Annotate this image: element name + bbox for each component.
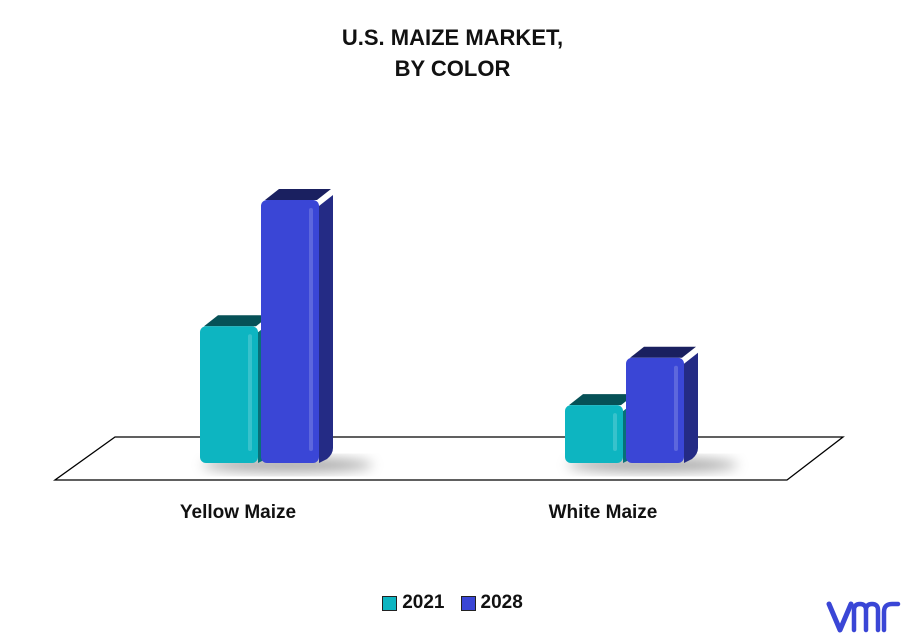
legend: 2021 2028 <box>0 592 905 614</box>
legend-swatch-2021 <box>382 595 398 611</box>
category-label-white-maize: White Maize <box>549 502 658 523</box>
chart-title-line-1: U.S. MAIZE MARKET, <box>341 25 564 50</box>
chart-title: U.S. MAIZE MARKET, BY COLOR <box>0 22 905 84</box>
legend-item-2021: 2021 <box>382 592 445 614</box>
bar-front-yellow-maize-2028 <box>261 200 319 463</box>
legend-label-2021: 2021 <box>402 592 445 613</box>
bar-highlight-white-maize-2028 <box>674 365 678 451</box>
category-labels: Yellow Maize White Maize <box>180 502 657 523</box>
category-label-yellow-maize: Yellow Maize <box>180 502 296 523</box>
vmr-logo-icon <box>826 601 901 633</box>
legend-swatch-2028 <box>460 595 476 611</box>
bar-white-maize-2028 <box>626 346 698 463</box>
chart-title-line-2: BY COLOR <box>394 56 511 81</box>
bar-top-yellow-maize-2028 <box>265 189 331 200</box>
bar-highlight-yellow-maize-2021 <box>248 334 252 451</box>
bars-group <box>200 189 698 463</box>
chart-floor <box>52 436 845 481</box>
bar-yellow-maize-2028 <box>261 189 333 463</box>
bar-front-white-maize-2021 <box>565 405 623 463</box>
bar-front-yellow-maize-2021 <box>200 326 258 463</box>
bar-top-white-maize-2021 <box>569 394 635 406</box>
bar-top-white-maize-2028 <box>630 346 696 358</box>
legend-item-2028: 2028 <box>460 592 523 614</box>
bar-side-yellow-maize-2028 <box>319 195 333 463</box>
bar-front-white-maize-2028 <box>626 357 684 463</box>
legend-label-2028: 2028 <box>480 592 523 613</box>
bar-top-yellow-maize-2021 <box>204 315 270 327</box>
bar-highlight-white-maize-2021 <box>613 413 617 451</box>
bar-highlight-yellow-maize-2028 <box>309 208 313 451</box>
bar-side-white-maize-2028 <box>684 352 698 463</box>
